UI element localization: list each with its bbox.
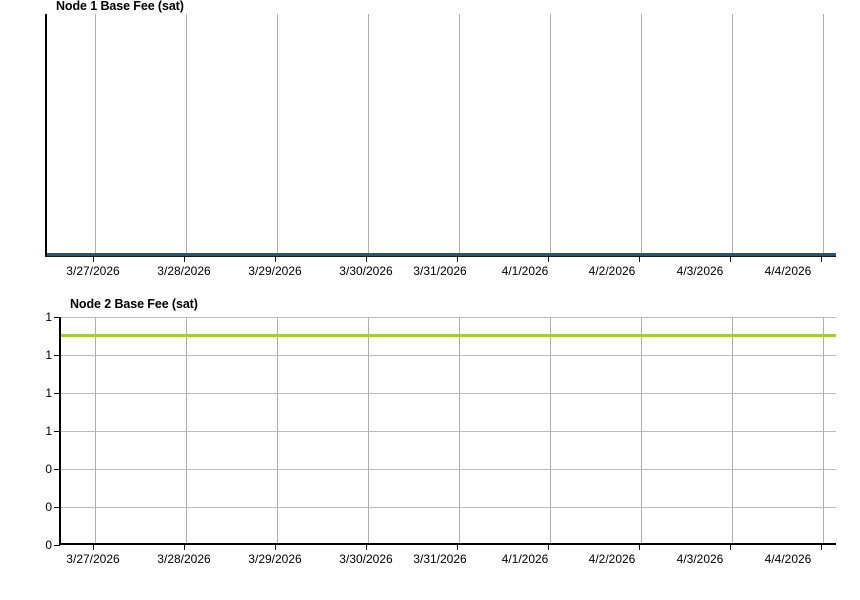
chart-panel-node-1: Node 1 Base Fee (sat) 3/27/2026 3/28/202… <box>0 0 860 290</box>
chart-1-xtick <box>639 257 640 262</box>
chart-2-ytick <box>54 431 60 432</box>
chart-2-xtick <box>548 545 549 550</box>
chart-2-xtick <box>366 545 367 550</box>
chart-2-ylabel: 1 <box>45 348 52 362</box>
chart-1-xtick <box>821 257 822 262</box>
chart-2-ytick <box>54 507 60 508</box>
chart-2-xlabel: 3/30/2026 <box>339 552 393 566</box>
chart-1-xlabel: 4/1/2026 <box>501 264 549 278</box>
chart-2-hgrid <box>61 393 836 394</box>
chart-2-xtick <box>184 545 185 550</box>
chart-2-ytick <box>54 545 60 546</box>
chart-2-ylabel: 0 <box>45 462 52 476</box>
chart-2-ytick <box>54 355 60 356</box>
chart-1-xlabel: 3/30/2026 <box>339 264 393 278</box>
chart-1-vgrid <box>641 14 642 255</box>
chart-2-xlabel: 3/31/2026 <box>413 552 467 566</box>
chart-1-vgrid <box>186 14 187 255</box>
chart-1-xtick <box>366 257 367 262</box>
chart-1-xlabel: 3/28/2026 <box>157 264 211 278</box>
chart-2-xlabel: 4/1/2026 <box>501 552 549 566</box>
chart-2-vgrid <box>823 317 824 543</box>
chart-1-xtick <box>275 257 276 262</box>
chart-1-plot-area <box>45 14 836 257</box>
chart-2-vgrid <box>641 317 642 543</box>
chart-1-vgrid <box>277 14 278 255</box>
chart-2-vgrid <box>732 317 733 543</box>
chart-2-hgrid <box>61 355 836 356</box>
chart-1-xlabel: 3/29/2026 <box>248 264 302 278</box>
chart-1-series-line <box>47 253 836 256</box>
chart-2-xtick <box>457 545 458 550</box>
chart-2-vgrid <box>459 317 460 543</box>
chart-2-vgrid <box>550 317 551 543</box>
chart-2-plot-area <box>59 317 836 545</box>
chart-2-xlabel: 4/3/2026 <box>676 552 724 566</box>
chart-1-xtick <box>548 257 549 262</box>
chart-1-xtick <box>93 257 94 262</box>
chart-2-ytick <box>54 393 60 394</box>
chart-2-ylabel: 1 <box>45 386 52 400</box>
chart-2-xtick <box>275 545 276 550</box>
chart-2-vgrid <box>186 317 187 543</box>
chart-2-hgrid <box>61 469 836 470</box>
chart-1-xlabel: 3/31/2026 <box>413 264 467 278</box>
chart-2-xtick <box>730 545 731 550</box>
chart-1-xlabel: 4/2/2026 <box>588 264 636 278</box>
chart-1-vgrid <box>95 14 96 255</box>
chart-1-vgrid <box>823 14 824 255</box>
chart-2-xlabel: 3/27/2026 <box>66 552 120 566</box>
chart-2-title: Node 2 Base Fee (sat) <box>70 297 198 311</box>
chart-1-vgrid <box>550 14 551 255</box>
chart-2-hgrid <box>61 431 836 432</box>
chart-2-xtick <box>93 545 94 550</box>
chart-panel-node-2: Node 2 Base Fee (sat) 1 1 1 1 0 0 0 3/27… <box>0 292 860 600</box>
chart-2-ylabel: 1 <box>45 310 52 324</box>
chart-1-vgrid <box>368 14 369 255</box>
chart-2-hgrid <box>61 507 836 508</box>
chart-1-vgrid <box>459 14 460 255</box>
chart-2-vgrid <box>368 317 369 543</box>
chart-2-ytick <box>54 469 60 470</box>
chart-2-ylabel: 1 <box>45 424 52 438</box>
chart-1-xlabel: 4/4/2026 <box>764 264 812 278</box>
chart-2-ytick <box>54 317 60 318</box>
chart-1-xlabel: 3/27/2026 <box>66 264 120 278</box>
chart-2-xlabel: 3/28/2026 <box>157 552 211 566</box>
chart-1-vgrid <box>732 14 733 255</box>
chart-2-xtick <box>639 545 640 550</box>
chart-2-xtick <box>821 545 822 550</box>
chart-2-vgrid <box>277 317 278 543</box>
chart-2-ylabel: 0 <box>45 538 52 552</box>
chart-2-ylabel: 0 <box>45 500 52 514</box>
chart-1-xlabel: 4/3/2026 <box>676 264 724 278</box>
chart-2-xlabel: 4/2/2026 <box>588 552 636 566</box>
chart-1-xtick <box>184 257 185 262</box>
chart-2-vgrid <box>95 317 96 543</box>
chart-2-xlabel: 3/29/2026 <box>248 552 302 566</box>
chart-2-xlabel: 4/4/2026 <box>764 552 812 566</box>
chart-1-xtick <box>730 257 731 262</box>
chart-1-title: Node 1 Base Fee (sat) <box>56 0 184 13</box>
chart-2-hgrid <box>61 317 836 318</box>
chart-1-xtick <box>457 257 458 262</box>
chart-2-series-line <box>61 334 836 337</box>
